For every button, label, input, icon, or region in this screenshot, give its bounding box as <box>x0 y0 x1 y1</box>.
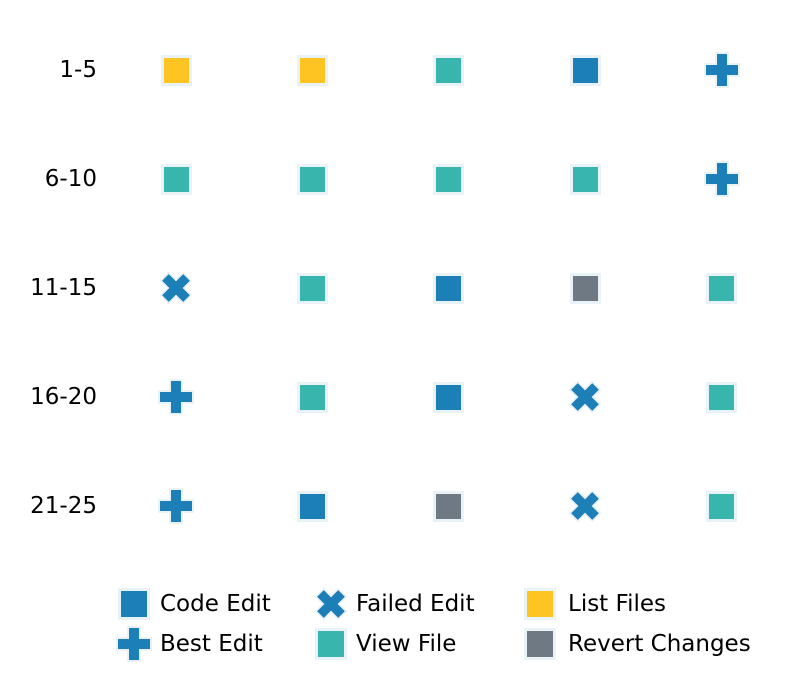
view-file-marker <box>297 382 328 413</box>
view-file-marker <box>315 628 347 660</box>
failed-edit-marker <box>314 587 348 621</box>
revert-changes-marker <box>570 273 601 304</box>
view-file-marker <box>570 164 601 195</box>
row-label-1-5: 1-5 <box>59 57 97 83</box>
view-file-marker <box>433 164 464 195</box>
failed-edit-marker <box>568 380 602 414</box>
legend-label-best-edit: Best Edit <box>160 631 263 657</box>
revert-changes-marker <box>524 628 556 660</box>
legend-label-code-edit: Code Edit <box>160 591 271 617</box>
view-file-marker <box>706 491 737 522</box>
row-label-6-10: 6-10 <box>44 166 97 192</box>
list-files-marker <box>297 55 328 86</box>
view-file-marker <box>433 55 464 86</box>
best-edit-marker <box>116 626 152 662</box>
legend-label-revert-changes: Revert Changes <box>568 631 751 657</box>
code-edit-marker <box>433 273 464 304</box>
best-edit-marker <box>158 379 194 415</box>
view-file-marker <box>161 164 192 195</box>
best-edit-marker <box>158 488 194 524</box>
view-file-marker <box>297 273 328 304</box>
failed-edit-marker <box>159 271 193 305</box>
row-label-11-15: 11-15 <box>30 275 97 301</box>
best-edit-marker <box>704 161 740 197</box>
view-file-marker <box>297 164 328 195</box>
code-edit-marker <box>570 55 601 86</box>
list-files-marker <box>524 588 556 620</box>
legend-label-failed-edit: Failed Edit <box>356 591 475 617</box>
view-file-marker <box>706 382 737 413</box>
revert-changes-marker <box>433 491 464 522</box>
failed-edit-marker <box>568 489 602 523</box>
code-edit-marker <box>433 382 464 413</box>
row-label-16-20: 16-20 <box>30 384 97 410</box>
row-label-21-25: 21-25 <box>30 493 97 519</box>
list-files-marker <box>161 55 192 86</box>
best-edit-marker <box>704 52 740 88</box>
legend-label-list-files: List Files <box>568 591 666 617</box>
view-file-marker <box>706 273 737 304</box>
legend-label-view-file: View File <box>356 631 457 657</box>
code-edit-marker <box>297 491 328 522</box>
code-edit-marker <box>118 588 150 620</box>
